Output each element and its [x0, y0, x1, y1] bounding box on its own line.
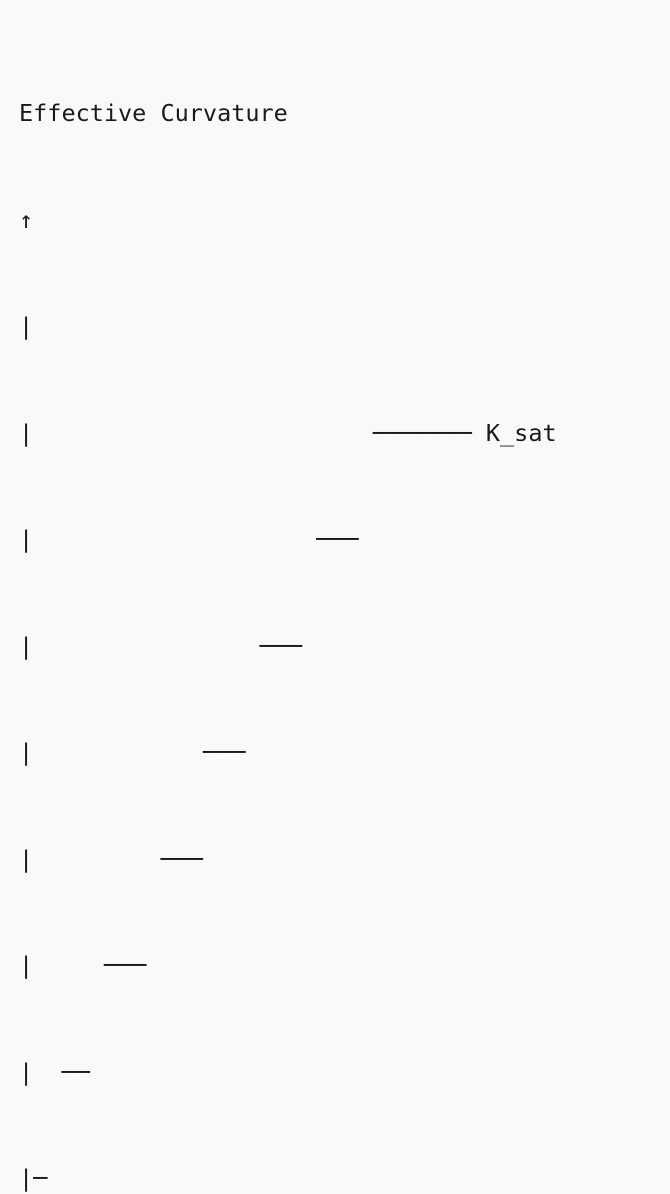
step-3-row: | ─── [19, 951, 147, 979]
step-2-row: | ── [19, 1057, 90, 1086]
y-axis-arrow-icon: ↑ [19, 205, 34, 234]
step-8-ksat-row: | ─────── K_sat [19, 418, 557, 447]
step-6-row: | ─── [19, 631, 302, 660]
y-axis-segment: | [19, 312, 34, 340]
step-4-row: | ─── [19, 844, 203, 873]
ascii-saturation-chart: Effective Curvature ↑ | | ─────── K_sat … [19, 99, 557, 1192]
step-5-row: | ─── [19, 738, 246, 766]
step-1-row: |─ [19, 1164, 48, 1192]
step-7-row: | ─── [19, 525, 359, 553]
y-axis-title: Effective Curvature [19, 99, 288, 127]
ascii-plot: Effective Curvature ↑ | | ─────── K_sat … [19, 25, 642, 1194]
